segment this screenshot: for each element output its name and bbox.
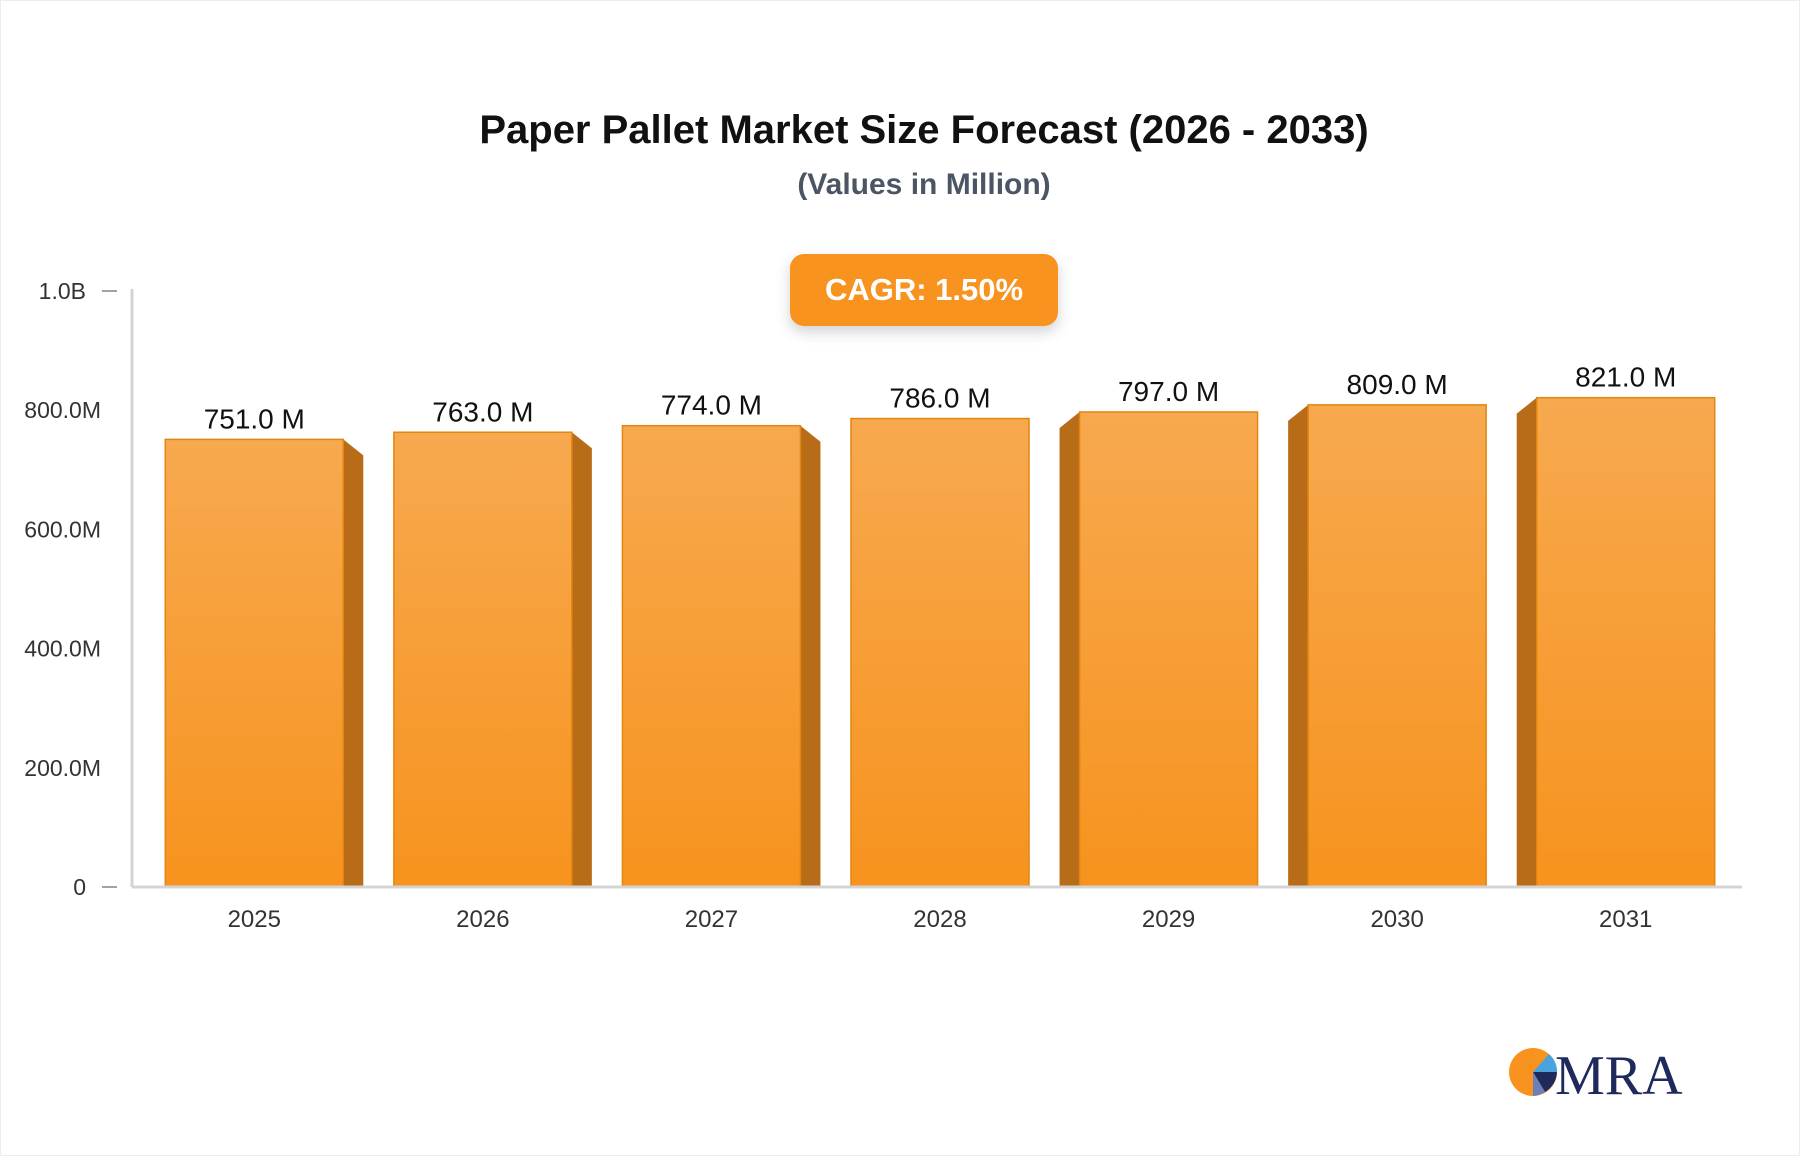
logo-wedge-icon	[1533, 1072, 1557, 1092]
bar-group: 751.0 M	[164, 403, 364, 888]
logo-wedge-light-icon	[1533, 1072, 1545, 1096]
y-tick-label: 0	[73, 874, 86, 900]
bar-side	[343, 439, 364, 887]
x-tick-label: 2025	[228, 906, 281, 933]
chart-subtitle: (Values in Million)	[797, 168, 1051, 201]
y-tick-label: 1.0B	[39, 278, 86, 304]
bar	[164, 438, 345, 888]
bar-group: 797.0 M	[1059, 376, 1259, 888]
y-tick-label: 800.0M	[24, 397, 101, 423]
cagr-badge: CAGR: 1.50%	[790, 254, 1058, 326]
x-tick-label: 2030	[1370, 906, 1423, 933]
bar-value-label: 786.0 M	[889, 383, 990, 414]
x-tick-label: 2031	[1599, 906, 1652, 933]
y-axis: 0 200.0M 400.0M 600.0M 800.0M 1.0B	[24, 278, 134, 900]
bar-side	[1516, 397, 1537, 887]
logo-wedge-blue-icon	[1533, 1054, 1558, 1072]
bar-value-label: 809.0 M	[1347, 369, 1448, 400]
bar-group: 821.0 M	[1516, 362, 1716, 888]
chart-title: Paper Pallet Market Size Forecast (2026 …	[479, 108, 1369, 152]
bar-value-label: 751.0 M	[204, 403, 305, 434]
bar	[1307, 404, 1487, 888]
bar-group: 763.0 M	[393, 396, 592, 888]
bar-side	[800, 425, 821, 887]
x-tick-label: 2029	[1142, 906, 1195, 933]
bar-value-label: 821.0 M	[1575, 362, 1676, 393]
bar-value-label: 774.0 M	[661, 390, 762, 421]
x-tick-label: 2027	[685, 906, 738, 933]
y-tick-label: 600.0M	[24, 516, 101, 542]
x-tick-label: 2026	[456, 906, 509, 933]
bar-group: 809.0 M	[1288, 369, 1487, 888]
bar-side	[1288, 404, 1309, 887]
bar	[393, 431, 573, 888]
bar-value-label: 763.0 M	[432, 396, 533, 427]
y-tick-label: 200.0M	[24, 755, 101, 781]
bar	[850, 417, 1030, 888]
mra-logo: MRA	[1509, 1045, 1683, 1100]
bar	[1078, 411, 1259, 888]
bar-side	[1059, 411, 1080, 887]
bar	[621, 424, 802, 888]
y-tick-label: 400.0M	[24, 636, 101, 662]
x-tick-label: 2028	[913, 906, 966, 933]
bar-group: 786.0 M	[850, 383, 1030, 888]
bar-side	[571, 432, 592, 887]
bar	[1535, 396, 1716, 888]
bars: 751.0 M 763.0 M 774.0 M 786.0 M 797.0 M 809.0…	[164, 362, 1716, 888]
x-axis: 2025 2026 2027 2028 2029 2030 2031	[132, 885, 1742, 933]
logo-text: MRA	[1555, 1045, 1683, 1100]
bar-value-label: 797.0 M	[1118, 376, 1219, 407]
bar-group: 774.0 M	[621, 390, 821, 888]
